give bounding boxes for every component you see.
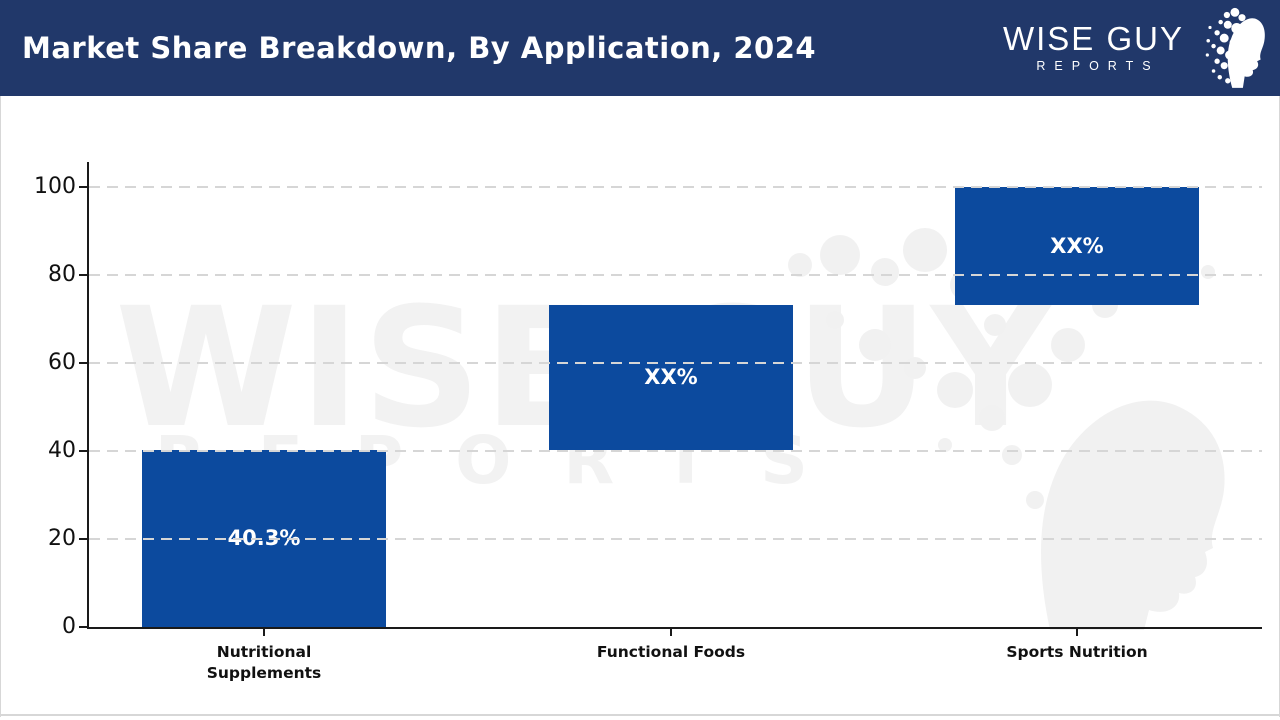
gridline-60 [89, 362, 1262, 364]
gridline-100 [89, 186, 1262, 188]
y-axis [87, 162, 89, 629]
y-tick-40 [79, 450, 87, 452]
gridline-40 [89, 450, 1262, 452]
y-tick-label-20: 20 [48, 526, 76, 551]
chart-area: WISE GUY REPORTS 40.3% XX% XX% 0 20 40 60 80 100… [0, 96, 1280, 717]
bar-value-label: XX% [1050, 233, 1104, 258]
y-tick-100 [79, 186, 87, 188]
bar-value-label: XX% [644, 365, 698, 390]
wiseguy-logo: WISE GUY REPORTS [1003, 4, 1266, 90]
y-tick-label-80: 80 [48, 262, 76, 287]
header: Market Share Breakdown, By Application, … [0, 0, 1280, 96]
x-tick-sports-nutrition [1076, 629, 1078, 636]
logo-brand-text: WISE GUY [1002, 20, 1184, 58]
y-tick-60 [79, 362, 87, 364]
y-tick-label-60: 60 [48, 350, 76, 375]
bar-sports-nutrition: XX% [955, 187, 1199, 305]
x-tick-functional-foods [670, 629, 672, 636]
frame-left-edge [0, 96, 1, 717]
logo-reports-text: REPORTS [1036, 58, 1160, 73]
y-tick-label-0: 0 [62, 614, 76, 639]
y-tick-80 [79, 274, 87, 276]
logo-text: WISE GUY REPORTS [1002, 20, 1184, 73]
x-category-label-sports-nutrition: Sports Nutrition [1006, 643, 1148, 661]
x-category-label-nutritional-supplements: Nutritional Supplements [206, 643, 322, 682]
y-tick-label-40: 40 [48, 438, 76, 463]
x-category-label-functional-foods: Functional Foods [596, 643, 746, 661]
frame-bottom-edge [0, 714, 1280, 716]
y-tick-0 [79, 626, 87, 628]
wiseguy-face-icon [1205, 7, 1265, 88]
plot: 40.3% XX% XX% 0 20 40 60 80 100 Nutritional Suppl… [0, 96, 1280, 717]
bar-functional-foods: XX% [549, 304, 793, 450]
page-title: Market Share Breakdown, By Application, … [22, 31, 817, 65]
gridline-20 [89, 538, 1262, 540]
gridline-80 [89, 274, 1262, 276]
y-tick-20 [79, 538, 87, 540]
x-axis [87, 627, 1262, 629]
x-tick-nutritional-supplements [263, 629, 265, 636]
y-tick-label-100: 100 [34, 174, 76, 199]
